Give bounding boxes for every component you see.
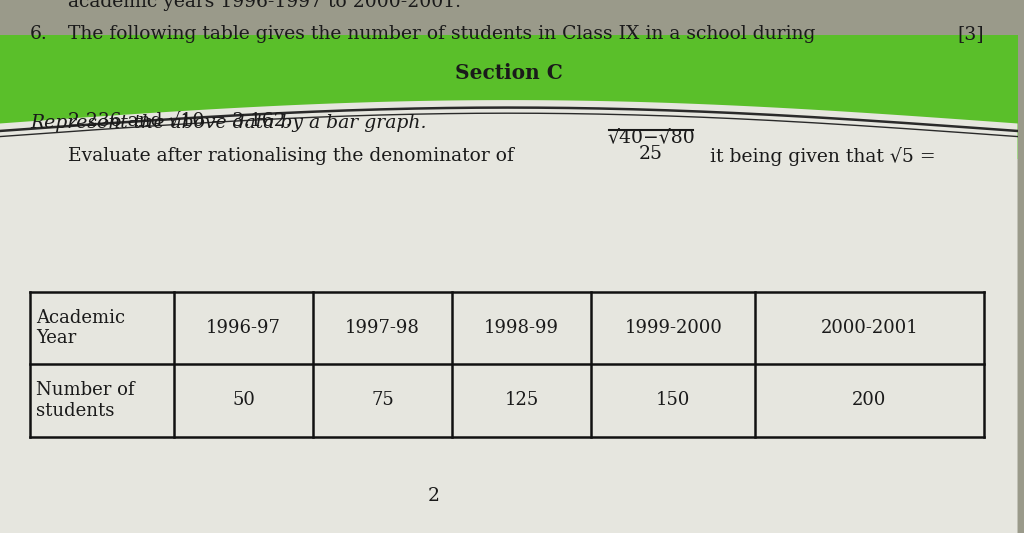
Text: [3]: [3] [957, 25, 984, 43]
Text: 75: 75 [371, 391, 394, 409]
Text: 1998-99: 1998-99 [484, 319, 559, 337]
Text: 25: 25 [639, 145, 663, 163]
Text: 125: 125 [505, 391, 539, 409]
Text: The following table gives the number of students in Class IX in a school during: The following table gives the number of … [68, 25, 815, 43]
Text: Number of
students: Number of students [36, 381, 134, 420]
Text: Academic
Year: Academic Year [36, 309, 125, 348]
Text: 2000-2001: 2000-2001 [820, 319, 919, 337]
Text: academic years 1996-1997 to 2000-2001.: academic years 1996-1997 to 2000-2001. [68, 0, 461, 11]
Text: Section C: Section C [455, 63, 562, 83]
Text: 200: 200 [852, 391, 887, 409]
FancyBboxPatch shape [0, 159, 1018, 533]
Text: 6.: 6. [30, 25, 47, 43]
Text: 1996-97: 1996-97 [206, 319, 281, 337]
Text: Evaluate after rationalising the denominator of: Evaluate after rationalising the denomin… [68, 147, 513, 165]
Text: 150: 150 [656, 391, 690, 409]
Text: Represent the above data by a bar graph.: Represent the above data by a bar graph. [30, 114, 426, 132]
FancyBboxPatch shape [0, 35, 1018, 177]
Polygon shape [0, 100, 1018, 533]
Text: 1997-98: 1997-98 [345, 319, 420, 337]
Text: 1999-2000: 1999-2000 [625, 319, 722, 337]
Text: 50: 50 [232, 391, 255, 409]
Text: 2: 2 [427, 487, 439, 505]
Text: 2.236 and √10 = 3.162.: 2.236 and √10 = 3.162. [68, 111, 291, 130]
Text: √40−√80: √40−√80 [607, 128, 694, 146]
Text: it being given that √5 =: it being given that √5 = [711, 147, 936, 166]
